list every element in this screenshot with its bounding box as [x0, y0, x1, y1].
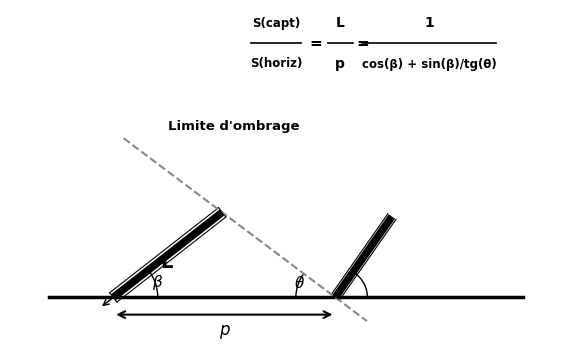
Text: p: p: [335, 57, 345, 71]
Text: =: =: [309, 36, 322, 51]
Text: L: L: [161, 253, 173, 272]
Text: Limite d'ombrage: Limite d'ombrage: [168, 120, 300, 133]
Text: S(capt): S(capt): [252, 17, 300, 30]
Text: p: p: [219, 321, 229, 339]
Text: θ: θ: [295, 276, 304, 291]
Text: S(horiz): S(horiz): [250, 57, 303, 70]
Text: =: =: [356, 36, 369, 51]
Text: β: β: [152, 275, 161, 290]
Text: cos(β) + sin(β)/tg(θ): cos(β) + sin(β)/tg(θ): [362, 58, 496, 71]
Text: L: L: [336, 16, 345, 30]
Text: 1: 1: [424, 16, 434, 30]
